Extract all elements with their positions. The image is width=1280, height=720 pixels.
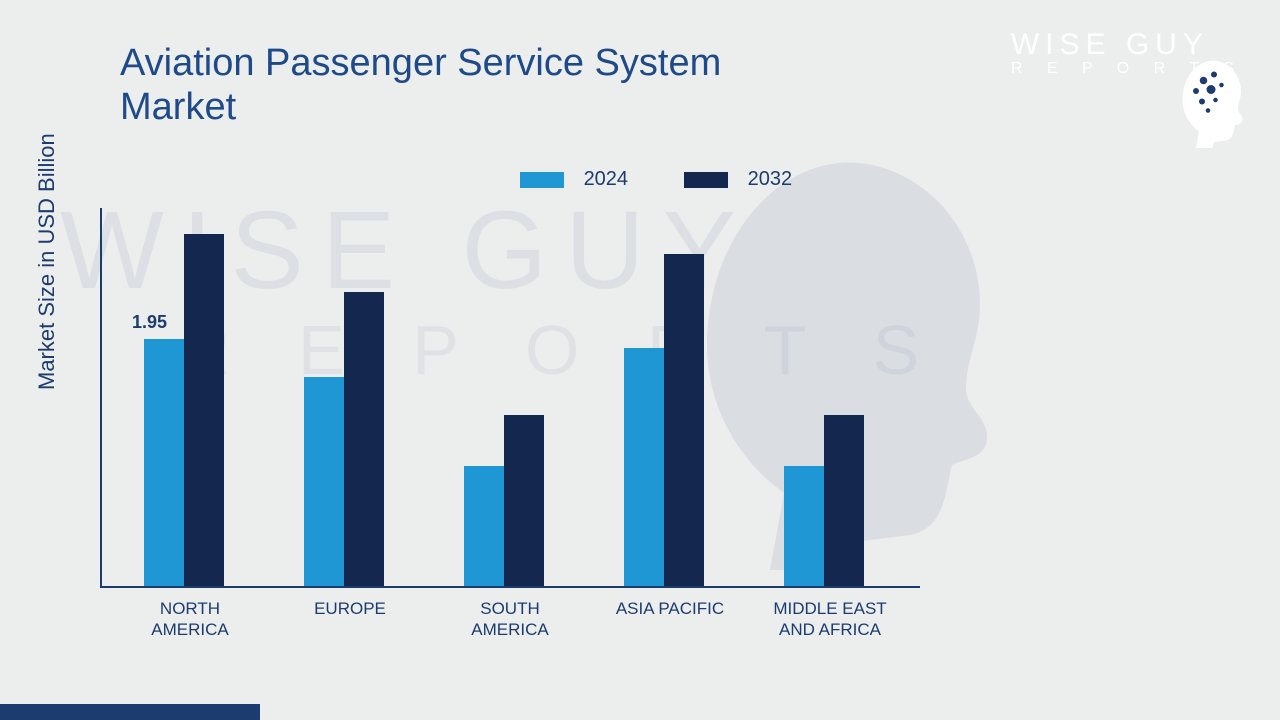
bar-series-a	[304, 377, 344, 586]
category-label: SOUTH AMERICA	[450, 598, 570, 641]
category-label: EUROPE	[290, 598, 410, 619]
legend-swatch-a	[520, 172, 564, 188]
category-label: ASIA PACIFIC	[610, 598, 730, 619]
legend-label-b: 2032	[748, 168, 793, 190]
legend-item-b: 2032	[684, 168, 792, 191]
bar-series-b	[184, 234, 224, 586]
chart-title: Aviation Passenger Service System Market	[120, 42, 840, 129]
legend: 2024 2032	[520, 168, 792, 191]
brand-logo: WISE GUY R E P O R T S	[1011, 28, 1244, 78]
brand-line1: WISE GUY	[1011, 28, 1244, 62]
y-axis	[100, 208, 102, 588]
bar-series-b	[824, 415, 864, 586]
bar-series-a	[624, 348, 664, 586]
category-label: NORTH AMERICA	[130, 598, 250, 641]
x-axis	[100, 586, 920, 588]
bar-series-b	[344, 292, 384, 586]
bar-series-a	[784, 466, 824, 586]
value-label: 1.95	[132, 312, 167, 333]
bar-series-b	[504, 415, 544, 586]
legend-swatch-b	[684, 172, 728, 188]
bar-series-a	[464, 466, 504, 586]
bar-series-b	[664, 254, 704, 586]
legend-label-a: 2024	[584, 168, 629, 190]
bar-series-a	[144, 339, 184, 586]
y-axis-label: Market Size in USD Billion	[34, 133, 60, 390]
stage: WISE GUY R E P O R T S WISE GUY R E P O …	[0, 0, 1280, 720]
chart-area: NORTH AMERICA1.95EUROPESOUTH AMERICAASIA…	[100, 208, 920, 588]
brand-head-icon	[1172, 58, 1250, 148]
category-label: MIDDLE EAST AND AFRICA	[770, 598, 890, 641]
footer-tab	[0, 704, 260, 720]
legend-item-a: 2024	[520, 168, 628, 191]
